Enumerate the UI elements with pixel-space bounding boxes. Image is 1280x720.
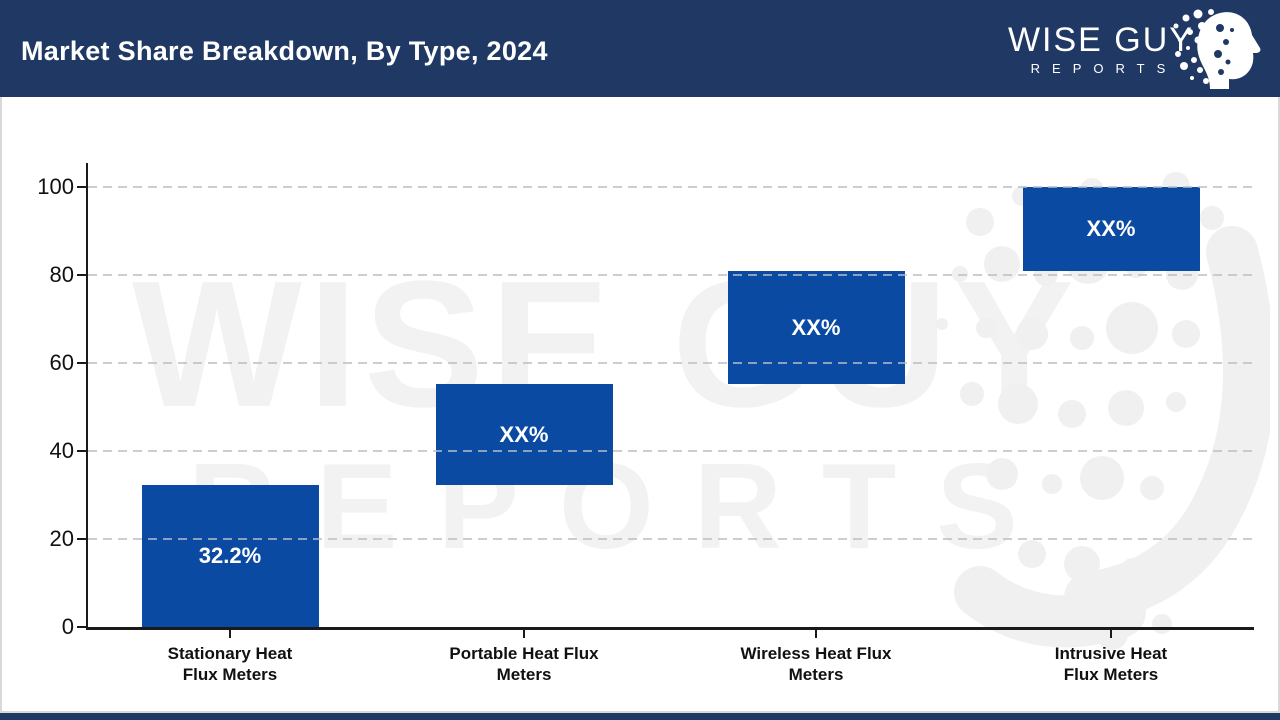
bar-value-label: XX% [791, 314, 841, 340]
wiseguy-head-icon [1173, 9, 1261, 89]
y-tick-label: 80 [49, 262, 74, 287]
page-border-right [1278, 97, 1280, 713]
bar-segment [435, 384, 613, 486]
x-tick-mark [523, 629, 525, 638]
y-tick-mark [77, 186, 86, 188]
y-tick-label: 60 [49, 350, 74, 375]
bar-value-label: XX% [499, 421, 549, 447]
y-tick-mark [77, 274, 86, 276]
x-tick-mark [1110, 629, 1112, 638]
gridline [88, 538, 1254, 540]
x-category-label: Wireless Heat Flux Meters [740, 644, 892, 684]
footer-bar [0, 713, 1280, 720]
x-category-label: Stationary Heat Flux Meters [167, 644, 293, 684]
page-title: Market Share Breakdown, By Type, 2024 [21, 36, 548, 66]
page-border-left [0, 97, 2, 713]
bar-segment [141, 485, 319, 627]
y-tick-mark [77, 626, 86, 628]
gridline [88, 186, 1254, 188]
bar-segment [727, 271, 905, 385]
logo-text: WISE GUY REPORTS [1008, 22, 1194, 76]
y-tick-mark [77, 362, 86, 364]
gridline [88, 362, 1254, 364]
wiseguy-logo: WISE GUY REPORTS [1008, 8, 1264, 90]
bar-value-label: 32.2% [198, 543, 262, 569]
x-axis-line [86, 627, 1254, 630]
y-tick-label: 100 [37, 174, 74, 199]
gridline [88, 274, 1254, 276]
y-tick-mark [77, 538, 86, 540]
header-bar: Market Share Breakdown, By Type, 2024 WI… [0, 0, 1280, 97]
logo-subtitle: REPORTS [1030, 61, 1178, 76]
y-tick-label: 0 [61, 614, 74, 639]
bar-value-label: XX% [1086, 216, 1136, 242]
x-tick-mark [815, 629, 817, 638]
y-tick-label: 40 [49, 438, 74, 463]
x-tick-mark [229, 629, 231, 638]
y-tick-mark [77, 450, 86, 452]
page-border-bottom [0, 711, 1280, 713]
gridline [88, 450, 1254, 452]
x-category-label: Portable Heat Flux Meters [449, 644, 599, 684]
x-category-label: Intrusive Heat Flux Meters [1054, 644, 1168, 684]
y-tick-label: 20 [49, 526, 74, 551]
plot-area: 0 20 40 60 80 100 32.2% XX% XX% XX% Stationary Hea… [0, 97, 1280, 713]
logo-wordmark: WISE GUY [1007, 21, 1194, 59]
y-axis-line [86, 163, 88, 629]
chart-canvas: WISE GUY REPORTS [0, 97, 1280, 713]
